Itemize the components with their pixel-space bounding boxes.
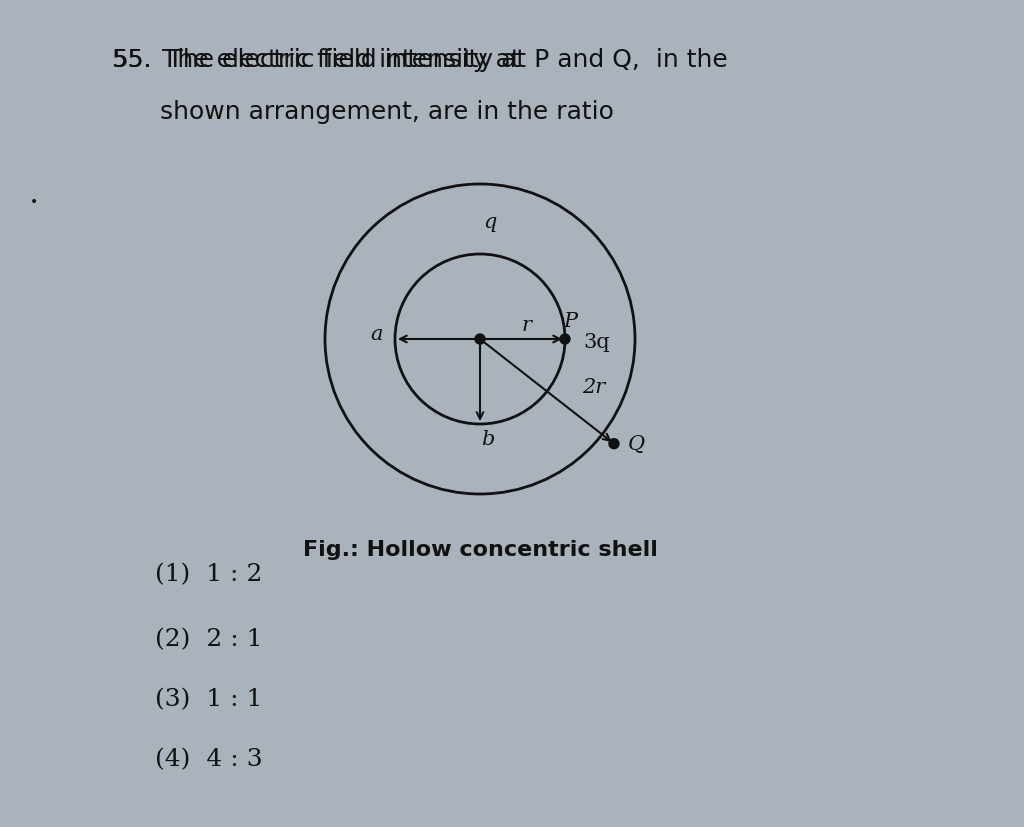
Text: Q: Q [628,435,644,454]
Text: (2)  2 : 1: (2) 2 : 1 [155,628,262,651]
Text: (3)  1 : 1: (3) 1 : 1 [155,688,262,710]
Text: shown arrangement, are in the ratio: shown arrangement, are in the ratio [112,100,613,124]
Text: 55.  The electric field intensity at P and Q,  in the: 55. The electric field intensity at P an… [112,48,728,72]
Text: Fig.: Hollow concentric shell: Fig.: Hollow concentric shell [302,539,657,559]
Circle shape [560,335,570,345]
Text: b: b [481,430,495,449]
Text: (4)  4 : 3: (4) 4 : 3 [155,748,262,771]
Circle shape [609,439,618,449]
Text: 2r: 2r [582,377,605,396]
Text: P: P [563,312,577,331]
Text: a: a [371,325,383,344]
Circle shape [475,335,485,345]
Text: q: q [483,213,497,232]
Text: r: r [522,316,531,335]
Text: 3q: 3q [583,333,609,352]
Text: •: • [30,195,38,208]
Text: The electric field intensity at: The electric field intensity at [162,48,528,72]
Text: (1)  1 : 2: (1) 1 : 2 [155,563,262,586]
Text: 55.: 55. [112,48,152,72]
